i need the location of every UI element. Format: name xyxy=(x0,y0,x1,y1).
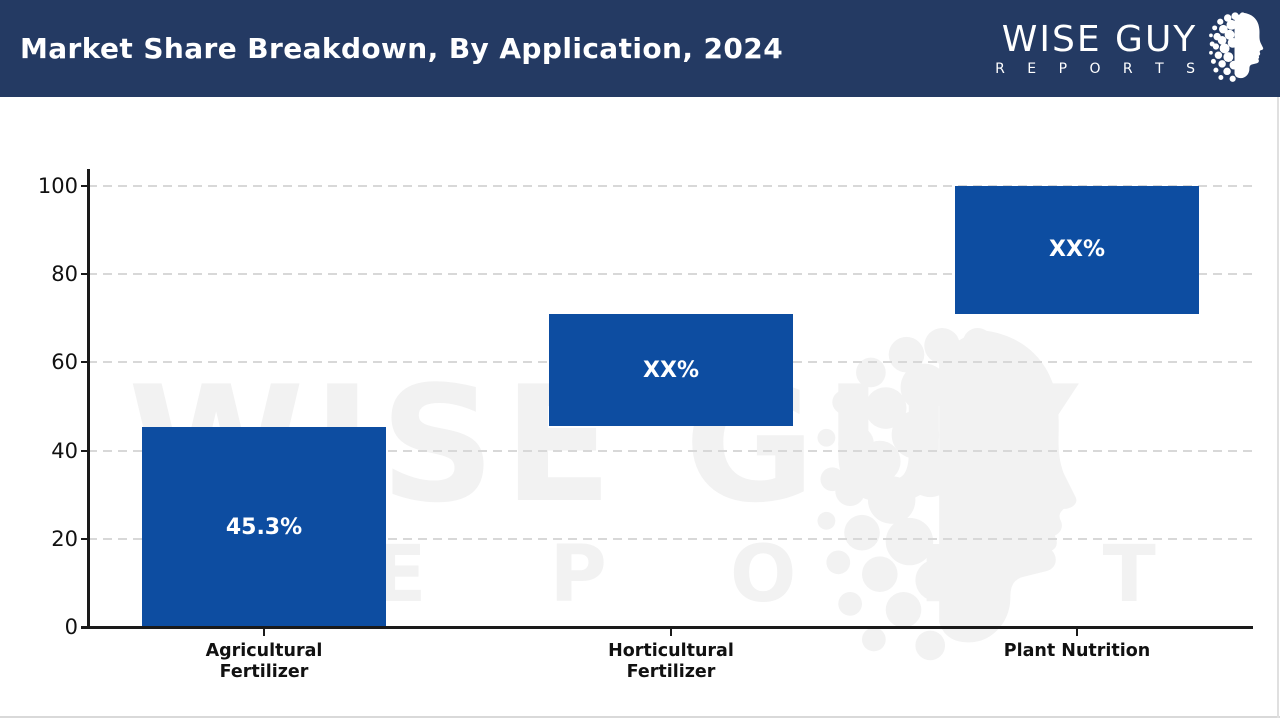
bar-3: XX% xyxy=(955,186,1199,314)
y-tick-label: 0 xyxy=(64,615,78,639)
y-tick-mark xyxy=(81,537,88,540)
y-tick-mark xyxy=(81,361,88,364)
wiseguy-face-icon xyxy=(1206,6,1268,92)
x-axis xyxy=(81,626,1253,629)
bar-label: XX% xyxy=(1049,237,1105,263)
bar-label: 45.3% xyxy=(225,514,303,540)
x-tick-mark xyxy=(1076,627,1078,636)
bar-1: 45.3% xyxy=(142,427,386,627)
watermark-face-icon xyxy=(795,325,1107,681)
header: Market Share Breakdown, By Application, … xyxy=(0,0,1280,97)
y-tick-label: 20 xyxy=(51,526,78,551)
y-tick-label: 60 xyxy=(51,350,78,375)
x-tick-mark xyxy=(670,627,672,636)
page-title: Market Share Breakdown, By Application, … xyxy=(20,32,784,65)
y-tick-mark xyxy=(81,185,88,187)
y-tick-mark xyxy=(81,273,88,276)
bar-label: XX% xyxy=(643,357,699,383)
wiseguy-logo-reports: R E P O R T S xyxy=(995,61,1204,77)
gridline-80 xyxy=(88,273,1253,276)
chart-area: WISE GUY R E P O R T S 0 20 40 60 80 100 45.3%… xyxy=(0,97,1280,720)
x-category-label: Plant Nutrition xyxy=(1003,641,1151,661)
x-category-label: Agricultural Fertilizer xyxy=(205,641,323,682)
gridline-100 xyxy=(88,185,1253,187)
bar-2: XX% xyxy=(549,313,793,427)
right-border xyxy=(1277,97,1279,718)
y-tick-label: 80 xyxy=(51,262,78,287)
y-tick-mark xyxy=(81,449,88,452)
y-tick-label: 40 xyxy=(51,438,78,463)
wiseguy-logo-text: WISE GUY R E P O R T S xyxy=(995,21,1204,78)
gridline-40 xyxy=(88,449,1253,452)
x-category-label: Horticultural Fertilizer xyxy=(608,641,734,682)
bottom-border xyxy=(0,716,1280,718)
gridline-20 xyxy=(88,537,1253,540)
wiseguy-logo-name: WISE GUY xyxy=(1001,19,1198,60)
y-tick-label: 100 xyxy=(37,174,78,198)
wiseguy-logo: WISE GUY R E P O R T S xyxy=(995,6,1280,92)
y-axis xyxy=(87,169,90,629)
x-tick-mark xyxy=(263,627,265,636)
